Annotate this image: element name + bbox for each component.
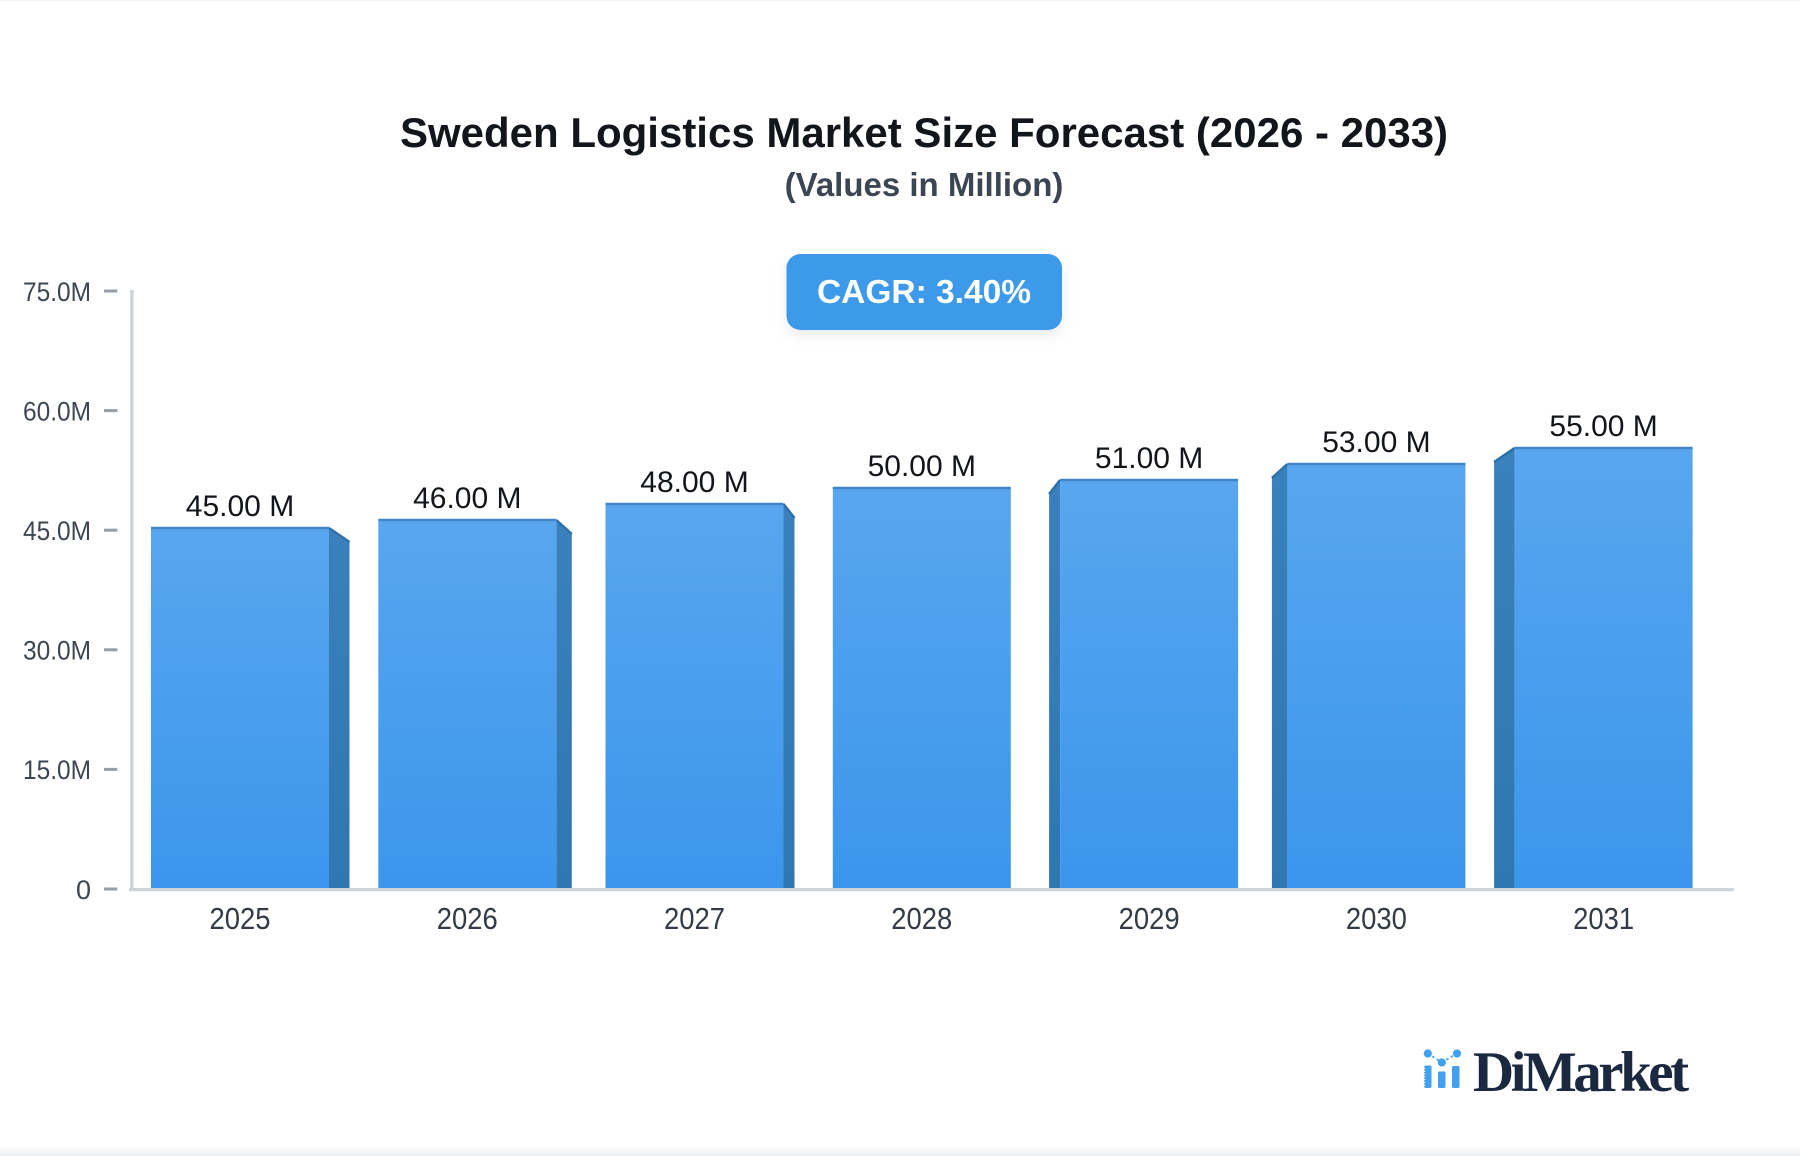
svg-text:Sweden Logistics Market Size F: Sweden Logistics Market Size Forecast (2…	[400, 109, 1448, 156]
svg-text:45.00 M: 45.00 M	[186, 490, 294, 523]
svg-text:48.00 M: 48.00 M	[640, 466, 748, 499]
svg-text:60.0M: 60.0M	[23, 396, 91, 426]
svg-text:2026: 2026	[437, 902, 498, 936]
svg-text:51.00 M: 51.00 M	[1095, 442, 1203, 475]
svg-text:DiMarket: DiMarket	[1473, 1041, 1689, 1104]
svg-text:0: 0	[76, 875, 91, 905]
svg-text:53.00 M: 53.00 M	[1322, 426, 1430, 459]
svg-text:15.0M: 15.0M	[23, 755, 91, 785]
svg-text:CAGR: 3.40%: CAGR: 3.40%	[817, 274, 1031, 311]
svg-text:55.00 M: 55.00 M	[1549, 410, 1657, 443]
svg-text:2028: 2028	[891, 902, 952, 936]
svg-text:2031: 2031	[1573, 902, 1634, 936]
svg-text:2025: 2025	[210, 902, 271, 936]
svg-text:2027: 2027	[664, 902, 725, 936]
svg-text:50.00 M: 50.00 M	[868, 450, 976, 483]
svg-text:30.0M: 30.0M	[23, 636, 91, 666]
svg-text:46.00 M: 46.00 M	[413, 482, 521, 515]
svg-text:75.0M: 75.0M	[23, 277, 91, 307]
svg-text:(Values in Million): (Values in Million)	[785, 166, 1064, 203]
svg-text:2029: 2029	[1119, 902, 1180, 936]
svg-text:2030: 2030	[1346, 902, 1407, 936]
svg-text:45.0M: 45.0M	[23, 516, 91, 546]
